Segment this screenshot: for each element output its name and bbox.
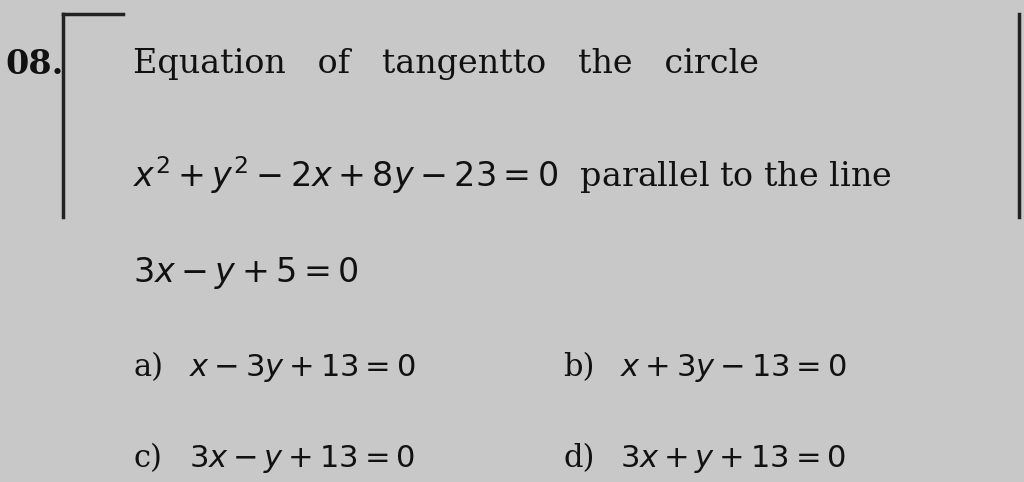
- Text: $x+3y-13=0$: $x+3y-13=0$: [620, 352, 846, 384]
- Text: c): c): [133, 443, 162, 474]
- Text: $3x+y+13=0$: $3x+y+13=0$: [620, 443, 846, 475]
- Text: 08.: 08.: [5, 48, 63, 81]
- Text: $x^2+y^2-2x+8y-23=0$  parallel to the line: $x^2+y^2-2x+8y-23=0$ parallel to the lin…: [133, 154, 892, 196]
- Text: b): b): [563, 352, 595, 383]
- Text: d): d): [563, 443, 595, 474]
- Text: a): a): [133, 352, 163, 383]
- Text: Equation   of   tangentto   the   circle: Equation of tangentto the circle: [133, 48, 759, 80]
- Text: $x-3y+13=0$: $x-3y+13=0$: [189, 352, 416, 384]
- Text: $3x-y+13=0$: $3x-y+13=0$: [189, 443, 416, 475]
- Text: $3x-y+5=0$: $3x-y+5=0$: [133, 255, 359, 292]
